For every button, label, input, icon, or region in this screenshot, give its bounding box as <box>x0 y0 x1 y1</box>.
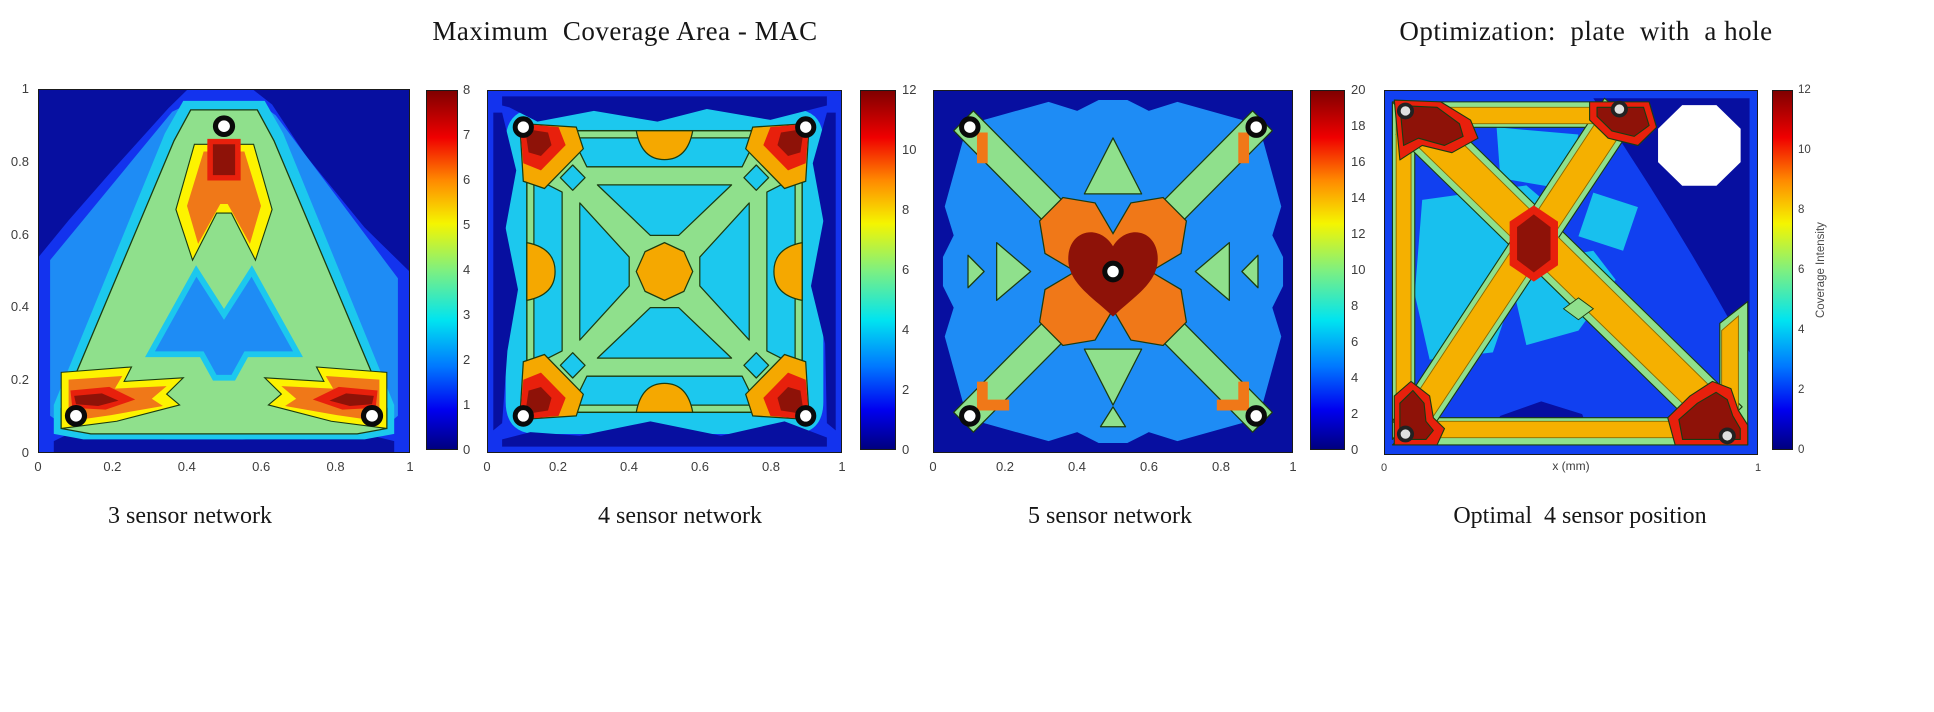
x-tick-label: 0.6 <box>690 459 710 474</box>
colorbar-plot4 <box>1772 90 1793 450</box>
x-axis-ticks-plot2: 0 0.2 0.4 0.6 0.8 1 <box>472 458 857 476</box>
x-tick-label: 0.4 <box>619 459 639 474</box>
colorbar-ticks-plot4: 12 10 8 6 4 2 0 <box>1798 82 1824 458</box>
x-tick-label: 1 <box>1754 462 1762 474</box>
colorbar-tick-label: 0 <box>1351 442 1359 457</box>
x-axis-label-plot4: x (mm) <box>1552 459 1590 473</box>
y-tick-label: 1 <box>21 81 29 96</box>
x-tick-label: 0 <box>929 459 937 474</box>
x-tick-label: 0.8 <box>761 459 781 474</box>
colorbar-tick-label: 8 <box>1351 298 1359 313</box>
x-tick-label: 0.4 <box>177 459 196 474</box>
sensor-markers <box>959 116 1267 427</box>
contour-plot-4-sensor <box>487 90 842 453</box>
colorbar-tick-label: 10 <box>1798 144 1811 156</box>
title-optimization: Optimization: plate with a hole <box>1399 16 1773 46</box>
contour-canvas-4-sensor <box>488 91 841 452</box>
colorbar-tick-label: 6 <box>902 262 910 277</box>
y-tick-label: 0 <box>21 444 29 460</box>
colorbar-tick-label: 2 <box>902 382 910 397</box>
colorbar-label-coverage-intensity: Coverage Intensity <box>1815 222 1827 318</box>
x-tick-label: 0.8 <box>1211 459 1231 474</box>
plate-hole-octagon <box>1658 105 1741 186</box>
colorbar-tick-label: 0 <box>1798 444 1805 456</box>
title-mac: Maximum Coverage Area - MAC <box>432 16 818 46</box>
x-tick-label: 0.2 <box>103 459 122 474</box>
contour-canvas-3-sensor <box>39 90 409 452</box>
colorbar-tick-label: 2 <box>1351 406 1359 421</box>
x-axis-ticks-plot1: 0 0.2 0.4 0.6 0.8 1 <box>23 458 425 476</box>
y-axis-ticks-plot1: 1 0.8 0.6 0.4 0.2 0 <box>0 81 34 461</box>
colorbar-tick-label: 0 <box>902 442 910 457</box>
colorbar-tick-label: 2 <box>1798 384 1805 396</box>
colorbar-tick-label: 16 <box>1351 154 1366 169</box>
colorbar-tick-label: 3 <box>463 307 471 322</box>
caption-optimal: Optimal 4 sensor position <box>1453 503 1707 529</box>
x-tick-label: 1 <box>406 459 414 474</box>
x-tick-label: 0 <box>34 459 42 474</box>
caption-3-sensor: 3 sensor network <box>108 503 272 529</box>
colorbar-plot1 <box>426 90 458 450</box>
x-tick-label: 0 <box>483 459 491 474</box>
colorbar-tick-label: 6 <box>1798 264 1805 276</box>
sensor-markers <box>512 116 817 427</box>
colorbar-tick-label: 12 <box>1798 84 1811 96</box>
colorbar-plot2 <box>860 90 896 450</box>
x-tick-label: 1 <box>838 459 846 474</box>
sensor-markers <box>1396 100 1736 445</box>
x-tick-label: 0.6 <box>252 459 271 474</box>
x-axis-ticks-plot3: 0 0.2 0.4 0.6 0.8 1 <box>918 458 1308 476</box>
colorbar-tick-label: 14 <box>1351 190 1366 205</box>
colorbar-tick-label: 2 <box>463 352 471 367</box>
x-tick-label: 0.4 <box>1067 459 1087 474</box>
colorbar-tick-label: 12 <box>902 82 917 97</box>
contour-canvas-5-sensor <box>934 91 1292 452</box>
contour-plot-optimal <box>1384 90 1758 455</box>
colorbar-tick-label: 12 <box>1351 226 1366 241</box>
colorbar-tick-label: 6 <box>1351 334 1359 349</box>
colorbar-tick-label: 8 <box>902 202 910 217</box>
colorbar-tick-label: 4 <box>1798 324 1805 336</box>
colorbar-tick-label: 18 <box>1351 118 1366 133</box>
colorbar-ticks-plot2: 12 10 8 6 4 2 0 <box>902 82 928 458</box>
x-tick-label: 0 <box>1380 462 1388 474</box>
x-tick-label: 0.2 <box>548 459 568 474</box>
colorbar-tick-label: 10 <box>1351 262 1366 277</box>
y-tick-label: 0.8 <box>10 153 29 169</box>
colorbar-tick-label: 20 <box>1351 82 1366 97</box>
y-tick-label: 0.2 <box>10 372 29 388</box>
x-tick-label: 0.8 <box>326 459 345 474</box>
contour-canvas-optimal <box>1385 91 1757 454</box>
colorbar-tick-label: 4 <box>1351 370 1359 385</box>
x-tick-label: 1 <box>1289 459 1297 474</box>
caption-4-sensor: 4 sensor network <box>598 503 762 529</box>
y-tick-label: 0.6 <box>10 226 29 242</box>
colorbar-ticks-plot1: 8 7 6 5 4 3 2 1 0 <box>463 82 489 458</box>
contour-plot-5-sensor <box>933 90 1293 453</box>
colorbar-ticks-plot3: 20 18 16 14 12 10 8 6 4 2 0 <box>1351 82 1377 458</box>
contour-plot-3-sensor <box>38 89 410 453</box>
colorbar-tick-label: 10 <box>902 142 917 157</box>
colorbar-tick-label: 4 <box>463 262 471 277</box>
caption-5-sensor: 5 sensor network <box>1028 503 1192 529</box>
x-tick-label: 0.2 <box>995 459 1015 474</box>
colorbar-tick-label: 0 <box>463 442 471 457</box>
colorbar-tick-label: 7 <box>463 127 471 142</box>
colorbar-plot3 <box>1310 90 1345 450</box>
colorbar-tick-label: 1 <box>463 397 471 412</box>
x-tick-label: 0.6 <box>1139 459 1159 474</box>
colorbar-tick-label: 4 <box>902 322 910 337</box>
colorbar-tick-label: 8 <box>463 82 471 97</box>
colorbar-tick-label: 6 <box>463 172 471 187</box>
colorbar-tick-label: 8 <box>1798 204 1805 216</box>
sensor-markers <box>64 115 384 427</box>
colorbar-tick-label: 5 <box>463 217 471 232</box>
y-tick-label: 0.4 <box>10 299 29 315</box>
